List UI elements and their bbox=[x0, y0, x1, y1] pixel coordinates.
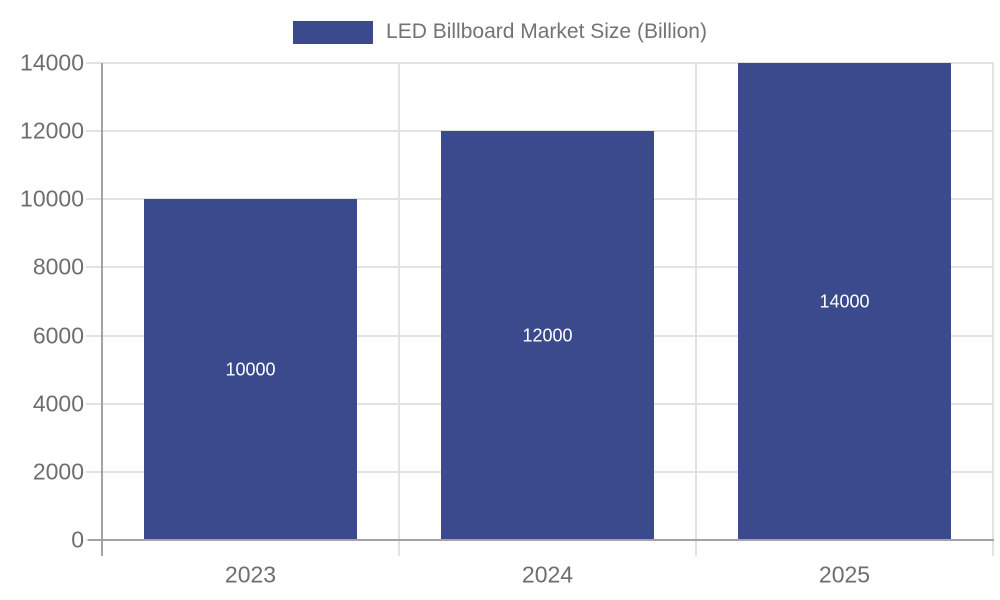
x-tick-label: 2024 bbox=[521, 561, 574, 588]
x-tick-label: 2025 bbox=[818, 561, 871, 588]
y-tick-label: 6000 bbox=[32, 322, 84, 349]
x-tick-mark bbox=[398, 540, 400, 556]
y-axis-line bbox=[101, 63, 103, 556]
x-axis-line bbox=[88, 539, 994, 541]
x-tick-label: 2023 bbox=[224, 561, 277, 588]
y-tick-label: 0 bbox=[71, 526, 84, 553]
y-tick-label: 4000 bbox=[32, 390, 84, 417]
y-tick-label: 12000 bbox=[20, 117, 84, 144]
gridline-horizontal bbox=[86, 62, 993, 64]
gridline-vertical bbox=[398, 63, 400, 540]
bar-2025 bbox=[737, 63, 952, 540]
x-tick-mark bbox=[992, 540, 994, 556]
legend-swatch bbox=[293, 20, 374, 44]
bar-2024 bbox=[440, 131, 655, 540]
x-tick-mark bbox=[695, 540, 697, 556]
gridline-vertical bbox=[695, 63, 697, 540]
y-tick-label: 10000 bbox=[20, 185, 84, 212]
y-tick-label: 2000 bbox=[32, 458, 84, 485]
gridline-vertical bbox=[992, 63, 994, 540]
bar-value-label: 12000 bbox=[522, 325, 573, 346]
legend: LED Billboard Market Size (Billion) bbox=[0, 17, 1000, 47]
bar-2023 bbox=[143, 199, 358, 540]
y-tick-label: 14000 bbox=[20, 49, 84, 76]
y-tick-label: 8000 bbox=[32, 253, 84, 280]
bar-value-label: 10000 bbox=[225, 359, 276, 380]
legend-label: LED Billboard Market Size (Billion) bbox=[386, 20, 707, 43]
bar-value-label: 14000 bbox=[819, 291, 870, 311]
